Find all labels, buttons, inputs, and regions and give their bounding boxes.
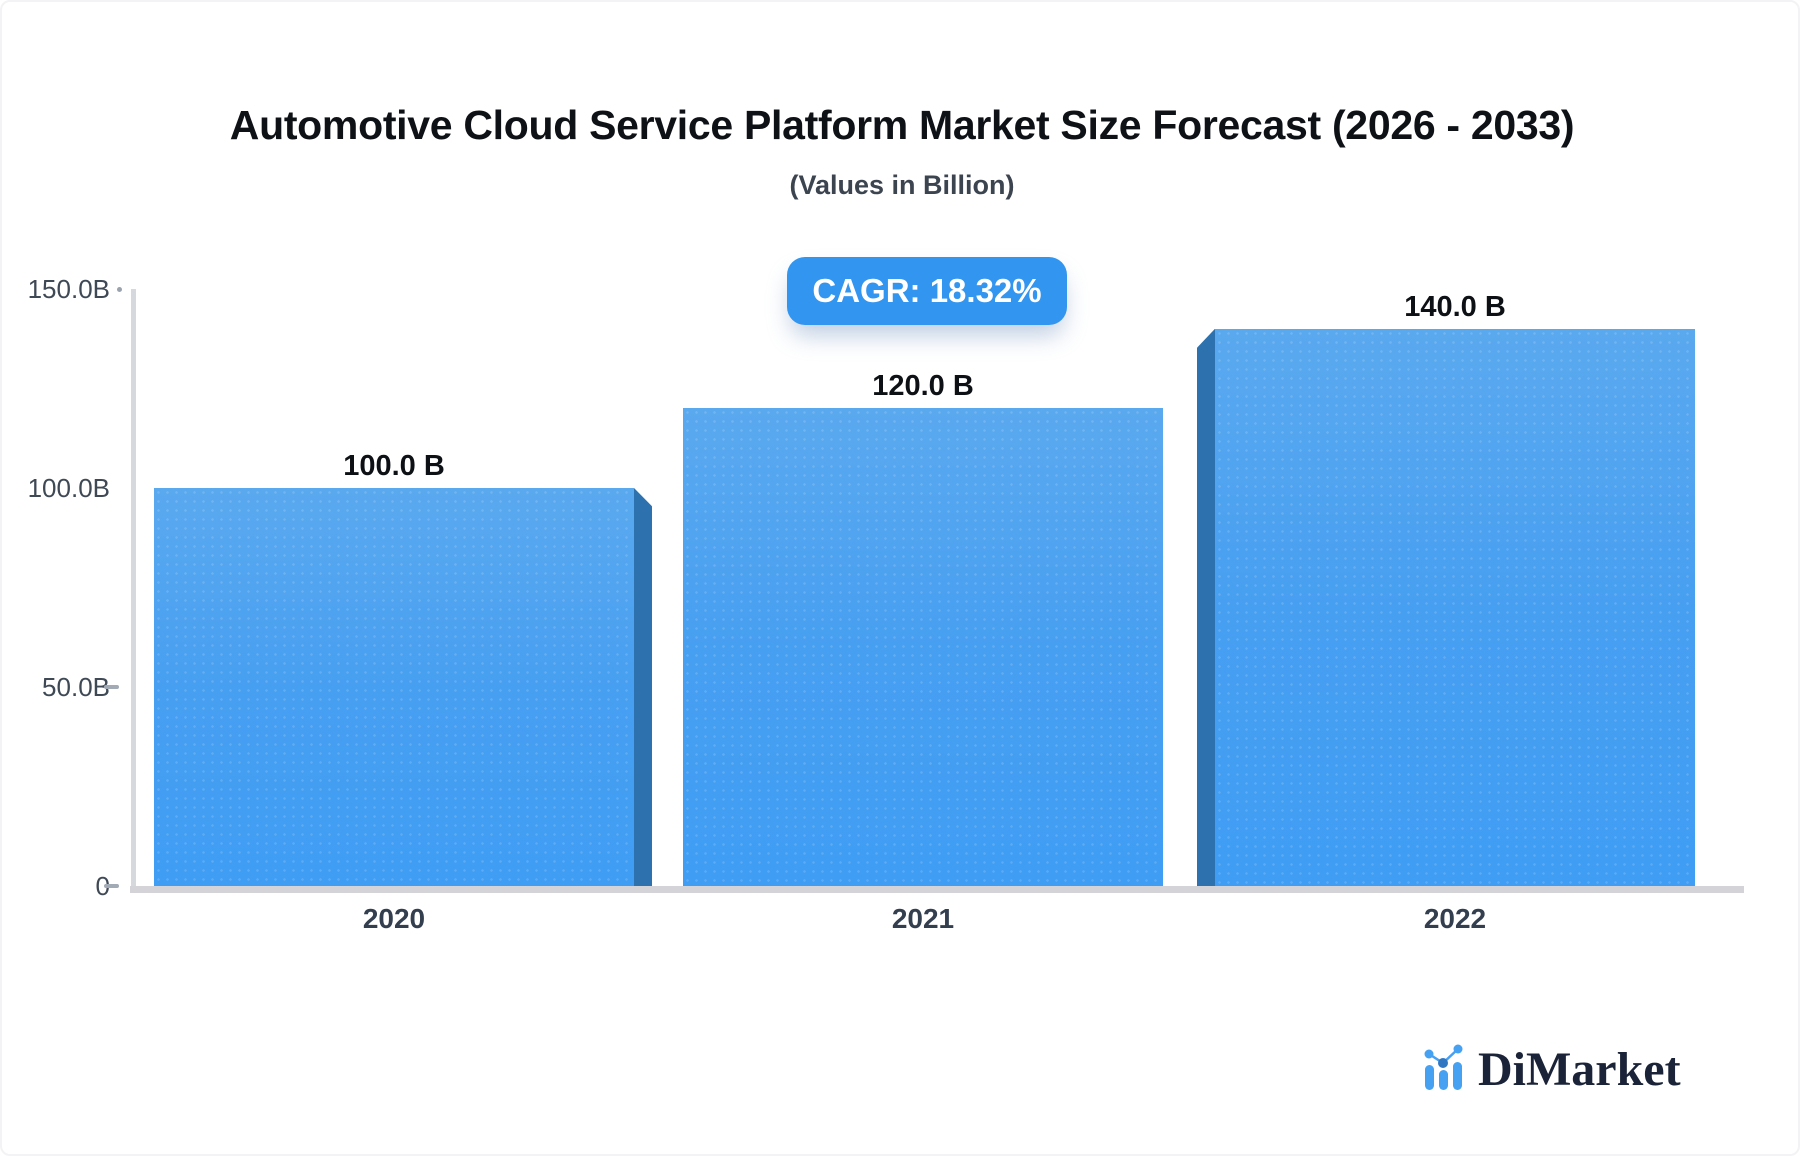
y-axis-tick-mark: [117, 287, 122, 292]
bar-value-label: 140.0 B: [1404, 290, 1506, 323]
cagr-badge: CAGR: 18.32%: [787, 257, 1067, 325]
bar-value-label: 100.0 B: [343, 450, 445, 482]
x-axis-category-label: 2020: [362, 903, 426, 934]
y-axis-tick-label: 100.0B: [27, 473, 110, 503]
bar-2021[interactable]: [683, 408, 1163, 886]
y-axis-line: [131, 289, 136, 886]
y-axis-tick-mark: [104, 685, 119, 689]
bar-value-label: 120.0 B: [872, 370, 974, 403]
x-axis-category-label: 2022: [1423, 903, 1487, 934]
x-axis-category-label: 2021: [891, 903, 955, 934]
brand-logo[interactable]: DiMarket: [1422, 1044, 1681, 1096]
y-axis-tick-label: 150.0B: [27, 274, 110, 304]
bar-side-face: [634, 488, 652, 886]
x-axis-baseline: [130, 886, 1744, 893]
y-axis-tick-label: 50.0B: [42, 672, 110, 702]
chart-title: Automotive Cloud Service Platform Market…: [229, 102, 1575, 148]
brand-name: DiMarket: [1478, 1043, 1681, 1096]
bar-side-face: [1197, 328, 1215, 886]
chart-subtitle: (Values in Billion): [789, 170, 1015, 200]
bar-2020[interactable]: [154, 488, 634, 886]
bar-line-chart-icon: [1422, 1044, 1466, 1097]
y-axis-tick-label: 0: [95, 871, 110, 901]
cagr-badge-label: CAGR: 18.32%: [812, 272, 1042, 309]
bar-2022[interactable]: [1215, 328, 1695, 886]
y-axis-tick-mark: [104, 884, 119, 888]
